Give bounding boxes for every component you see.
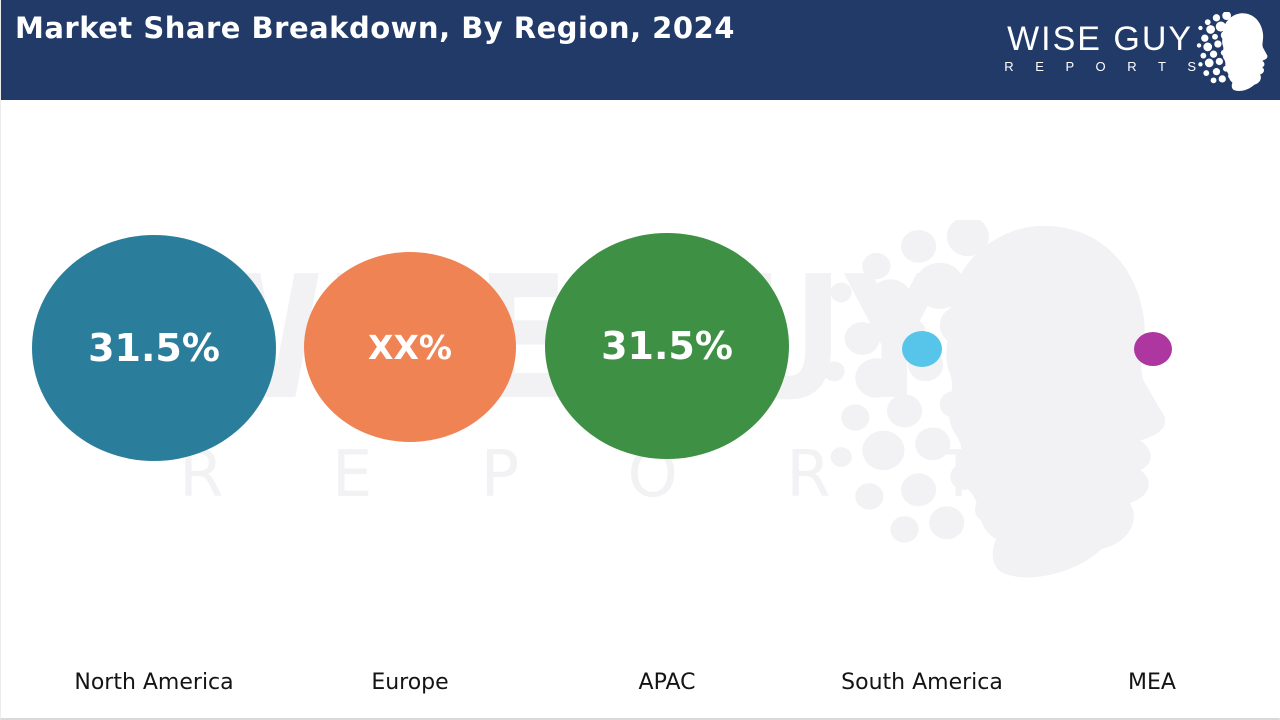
bubble-apac[interactable]: 31.5% xyxy=(545,233,789,459)
bubble-south-america[interactable] xyxy=(902,331,942,367)
bubble-chart: WISE GUY R E P O R T S xyxy=(1,100,1280,718)
brand-logo-text: WISE GUY R E P O R T S xyxy=(995,22,1205,74)
bubble-value-label: XX% xyxy=(368,327,452,367)
category-label-apac: APAC xyxy=(638,670,696,695)
category-label-mea: MEA xyxy=(1128,670,1176,695)
bubble-europe[interactable]: XX% xyxy=(304,252,516,442)
bubble-value-label: 31.5% xyxy=(601,324,733,368)
page-title: Market Share Breakdown, By Region, 2024 xyxy=(15,11,735,45)
category-label-north-america: North America xyxy=(74,670,234,695)
brand-logo: WISE GUY R E P O R T S xyxy=(995,12,1271,92)
bubble-north-america[interactable]: 31.5% xyxy=(32,235,276,461)
bubble-value-label: 31.5% xyxy=(88,326,220,370)
brand-name: WISE GUY xyxy=(1007,20,1194,58)
watermark-head-dots xyxy=(823,220,1032,543)
category-label-europe: Europe xyxy=(371,670,449,695)
watermark-head-icon xyxy=(823,220,1165,578)
head-logo-dots xyxy=(1196,12,1240,84)
brand-subtitle: R E P O R T S xyxy=(1004,59,1205,74)
category-label-south-america: South America xyxy=(841,670,1003,695)
head-logo-icon xyxy=(1196,12,1268,91)
header: Market Share Breakdown, By Region, 2024 … xyxy=(1,0,1280,100)
bubble-mea[interactable] xyxy=(1134,332,1172,366)
